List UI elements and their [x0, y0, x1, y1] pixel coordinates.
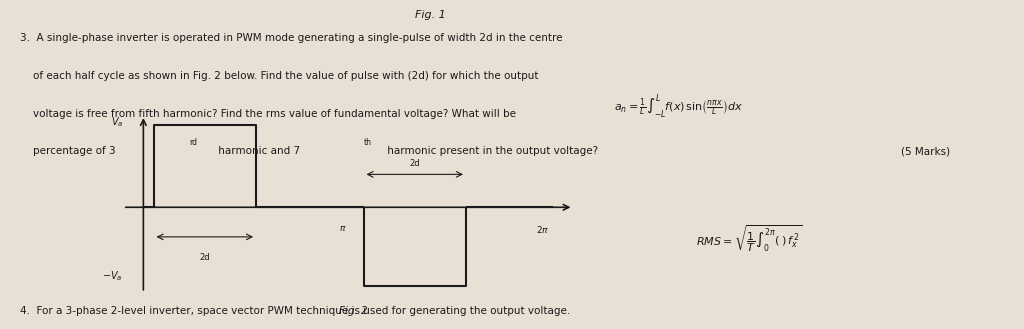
Text: Fig. 1: Fig. 1 — [415, 10, 445, 20]
Text: 3.  A single-phase inverter is operated in PWM mode generating a single-pulse of: 3. A single-phase inverter is operated i… — [20, 33, 563, 43]
Text: rd: rd — [189, 138, 198, 147]
Text: $V_a$: $V_a$ — [111, 115, 123, 129]
Text: $a_n = \frac{1}{L} \int_{-L}^{L} f(x)\, \sin\!\left(\frac{n\pi x}{L}\right) dx$: $a_n = \frac{1}{L} \int_{-L}^{L} f(x)\, … — [614, 92, 743, 120]
Text: $2\pi$: $2\pi$ — [537, 224, 549, 235]
Text: of each half cycle as shown in Fig. 2 below. Find the value of pulse with (2d) f: of each half cycle as shown in Fig. 2 be… — [20, 71, 539, 81]
Text: 4.  For a 3-phase 2-level inverter, space vector PWM technique is used for gener: 4. For a 3-phase 2-level inverter, space… — [20, 306, 570, 316]
Text: 2d: 2d — [410, 159, 420, 168]
Text: 2d: 2d — [200, 253, 210, 262]
Text: (5 Marks): (5 Marks) — [901, 146, 950, 156]
Text: Fig. 2: Fig. 2 — [339, 306, 368, 316]
Text: harmonic present in the output voltage?: harmonic present in the output voltage? — [384, 146, 598, 156]
Text: voltage is free from fifth harmonic? Find the rms value of fundamental voltage? : voltage is free from fifth harmonic? Fin… — [20, 109, 516, 118]
Text: harmonic and 7: harmonic and 7 — [215, 146, 300, 156]
Text: $-V_a$: $-V_a$ — [102, 269, 123, 283]
Text: percentage of 3: percentage of 3 — [20, 146, 116, 156]
Text: $\pi$: $\pi$ — [339, 224, 347, 233]
Text: $RMS = \sqrt{\dfrac{1}{T}\int_{0}^{2\pi}(\;)\,f_x^{\,2}}$: $RMS = \sqrt{\dfrac{1}{T}\int_{0}^{2\pi}… — [696, 224, 803, 254]
Text: th: th — [364, 138, 372, 147]
